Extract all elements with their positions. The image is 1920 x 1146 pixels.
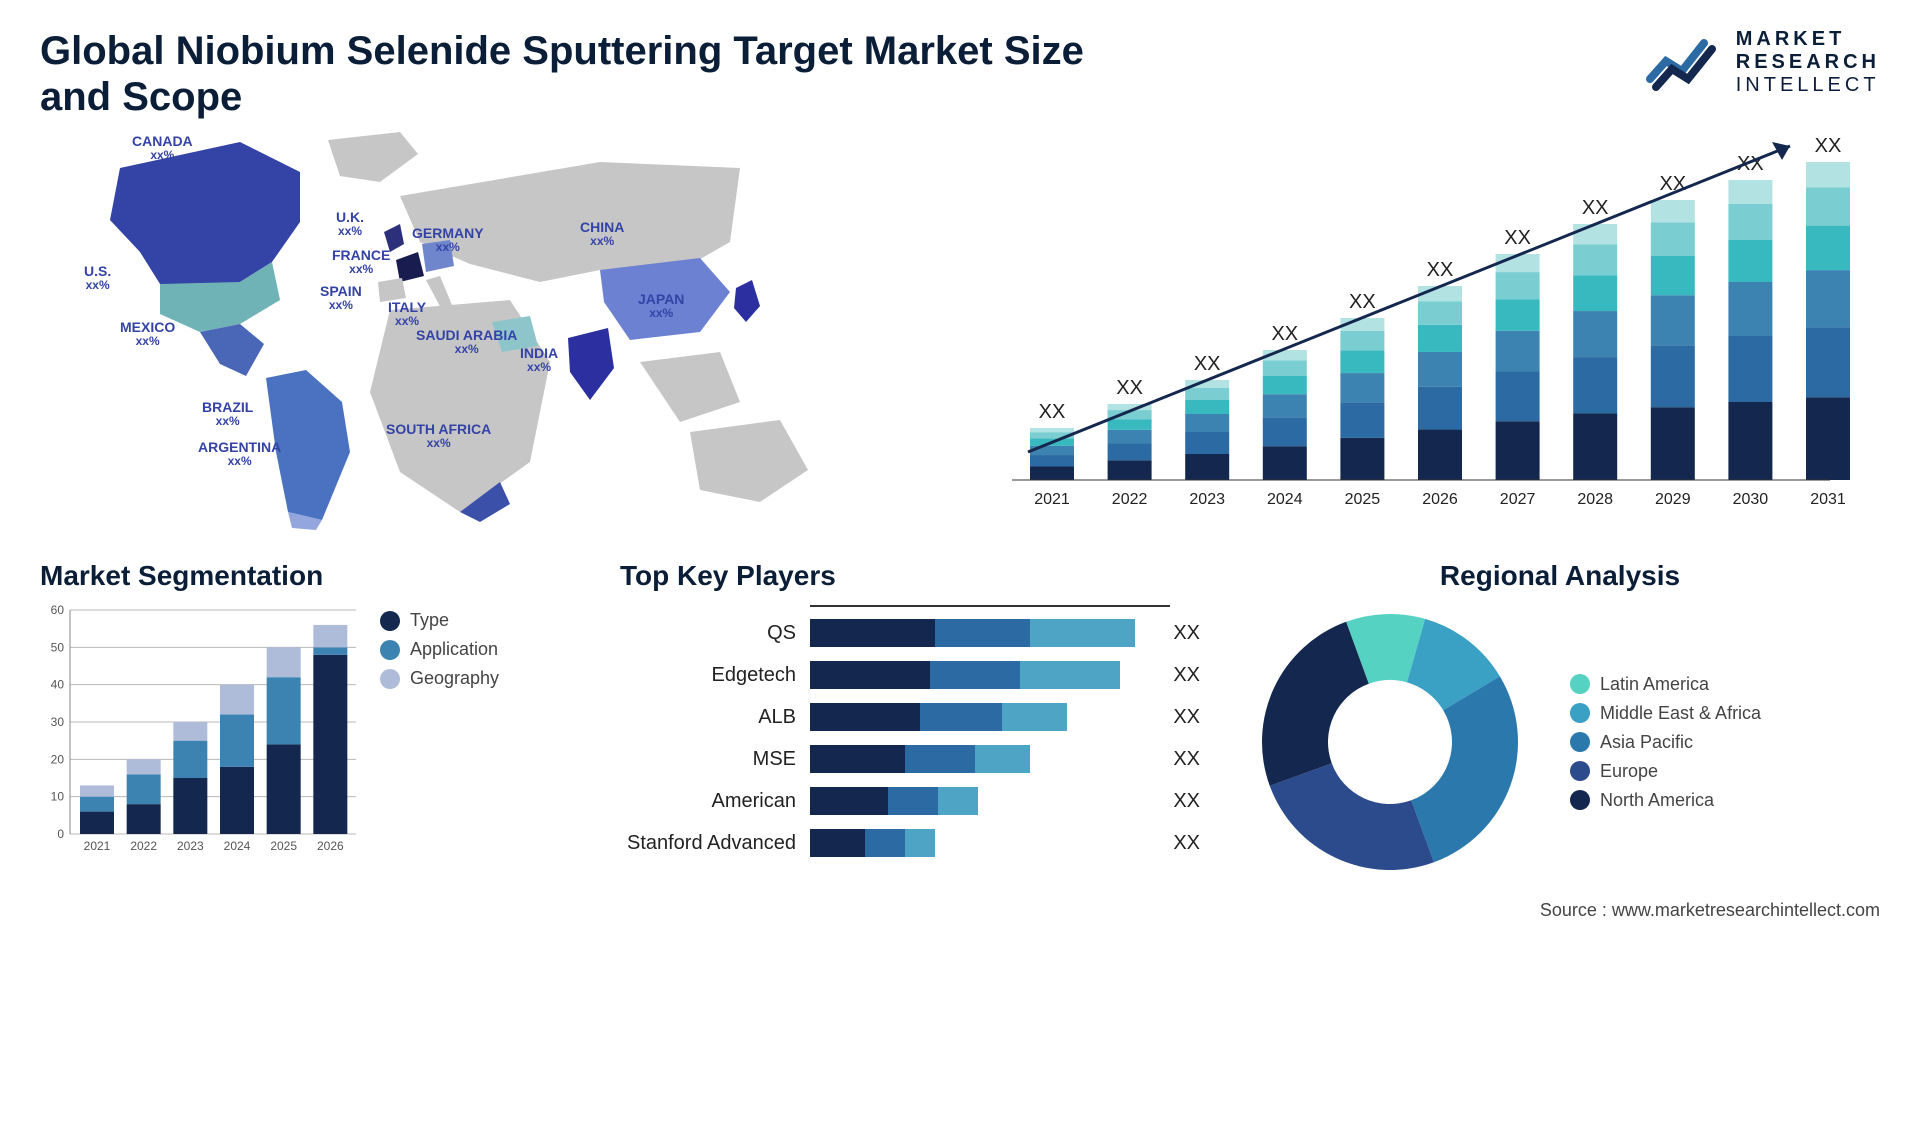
map-label: JAPANxx%	[638, 292, 684, 319]
map-label: INDIAxx%	[520, 346, 558, 373]
svg-text:XX: XX	[1737, 153, 1764, 175]
svg-text:XX: XX	[1039, 401, 1066, 423]
svg-text:XX: XX	[1194, 353, 1221, 375]
players-bar	[810, 829, 1163, 857]
svg-text:XX: XX	[1349, 291, 1376, 313]
map-label: FRANCExx%	[332, 248, 390, 275]
legend-item: Asia Pacific	[1570, 732, 1761, 753]
svg-text:2028: 2028	[1577, 491, 1613, 508]
players-label: QS	[620, 622, 810, 645]
svg-text:XX: XX	[1815, 135, 1842, 157]
legend-item: Europe	[1570, 761, 1761, 782]
players-bar	[810, 745, 1163, 773]
map-label: CHINAxx%	[580, 220, 624, 247]
players-row: ALB XX	[620, 696, 1200, 738]
svg-text:60: 60	[51, 603, 65, 617]
players-row: MSE XX	[620, 738, 1200, 780]
players-row: American XX	[620, 780, 1200, 822]
svg-text:2025: 2025	[1345, 491, 1381, 508]
svg-text:2031: 2031	[1810, 491, 1846, 508]
svg-text:2021: 2021	[1034, 491, 1070, 508]
map-label: U.K.xx%	[336, 210, 364, 237]
players-chart: QSXXEdgetechXXALBXXMSEXXAmericanXXStanfo…	[620, 612, 1200, 864]
growth-chart: XX 2021 XX 2022 XX 2023 XX 2024 XX 2025 XX 2026 XX 20…	[1000, 132, 1880, 532]
players-bar	[810, 661, 1163, 689]
svg-text:2029: 2029	[1655, 491, 1691, 508]
region-legend: Latin America Middle East & Africa Asia Pa…	[1570, 666, 1761, 819]
players-row: Edgetech XX	[620, 654, 1200, 696]
svg-text:2021: 2021	[84, 839, 111, 853]
svg-text:2026: 2026	[317, 839, 344, 853]
region-title: Regional Analysis	[1240, 560, 1880, 592]
world-map: CANADAxx% U.S.xx% MEXICOxx% BRAZILxx% ARGENT…	[40, 132, 960, 532]
legend-item: Application	[380, 639, 499, 660]
map-label: SPAINxx%	[320, 284, 362, 311]
svg-text:10: 10	[51, 790, 65, 804]
players-label: MSE	[620, 748, 810, 771]
players-row: Stanford Advanced XX	[620, 822, 1200, 864]
map-label: GERMANYxx%	[412, 226, 484, 253]
svg-text:2022: 2022	[130, 839, 157, 853]
players-title: Top Key Players	[620, 560, 1200, 592]
regional-donut	[1240, 602, 1540, 882]
legend-item: Latin America	[1570, 674, 1761, 695]
svg-text:20: 20	[51, 752, 65, 766]
map-label: CANADAxx%	[132, 134, 193, 161]
page-title: Global Niobium Selenide Sputtering Targe…	[40, 28, 1090, 120]
svg-text:2023: 2023	[1189, 491, 1225, 508]
svg-text:30: 30	[51, 715, 65, 729]
map-label: SOUTH AFRICAxx%	[386, 422, 491, 449]
legend-item: Geography	[380, 668, 499, 689]
svg-text:XX: XX	[1271, 323, 1298, 345]
source-attribution: Source : www.marketresearchintellect.com	[40, 900, 1880, 921]
players-bar	[810, 703, 1163, 731]
players-row: QS XX	[620, 612, 1200, 654]
segmentation-title: Market Segmentation	[40, 560, 580, 592]
players-value: XX	[1173, 790, 1200, 813]
players-value: XX	[1173, 622, 1200, 645]
svg-text:XX: XX	[1427, 259, 1454, 281]
logo-line3: INTELLECT	[1736, 74, 1880, 97]
svg-text:2024: 2024	[224, 839, 251, 853]
map-label: SAUDI ARABIAxx%	[416, 328, 517, 355]
players-bar	[810, 787, 1163, 815]
map-label: ITALYxx%	[388, 300, 426, 327]
svg-text:50: 50	[51, 640, 65, 654]
players-label: American	[620, 790, 810, 813]
players-label: Stanford Advanced	[620, 832, 810, 855]
segmentation-legend: Type Application Geography	[380, 602, 499, 697]
svg-text:XX: XX	[1504, 227, 1531, 249]
svg-text:2030: 2030	[1733, 491, 1769, 508]
svg-text:2027: 2027	[1500, 491, 1536, 508]
players-label: ALB	[620, 706, 810, 729]
logo-line1: MARKET	[1736, 28, 1880, 51]
map-label: U.S.xx%	[84, 264, 111, 291]
segmentation-chart: 0 10 20 30 40 50 60 2021 2022 2023 2024 2025 2026	[40, 602, 360, 862]
map-label: ARGENTINAxx%	[198, 440, 281, 467]
svg-text:0: 0	[57, 827, 64, 841]
players-bar	[810, 619, 1163, 647]
svg-text:XX: XX	[1116, 377, 1143, 399]
legend-item: Type	[380, 610, 499, 631]
svg-text:2026: 2026	[1422, 491, 1458, 508]
map-label: MEXICOxx%	[120, 320, 175, 347]
legend-item: Middle East & Africa	[1570, 703, 1761, 724]
players-value: XX	[1173, 832, 1200, 855]
svg-text:2023: 2023	[177, 839, 204, 853]
svg-text:40: 40	[51, 678, 65, 692]
map-label: BRAZILxx%	[202, 400, 253, 427]
svg-text:XX: XX	[1582, 197, 1609, 219]
players-label: Edgetech	[620, 664, 810, 687]
players-value: XX	[1173, 706, 1200, 729]
svg-text:2022: 2022	[1112, 491, 1148, 508]
svg-text:2025: 2025	[270, 839, 297, 853]
players-value: XX	[1173, 748, 1200, 771]
legend-item: North America	[1570, 790, 1761, 811]
brand-logo: MARKET RESEARCH INTELLECT	[1646, 28, 1880, 97]
players-value: XX	[1173, 664, 1200, 687]
logo-line2: RESEARCH	[1736, 51, 1880, 74]
svg-text:2024: 2024	[1267, 491, 1303, 508]
